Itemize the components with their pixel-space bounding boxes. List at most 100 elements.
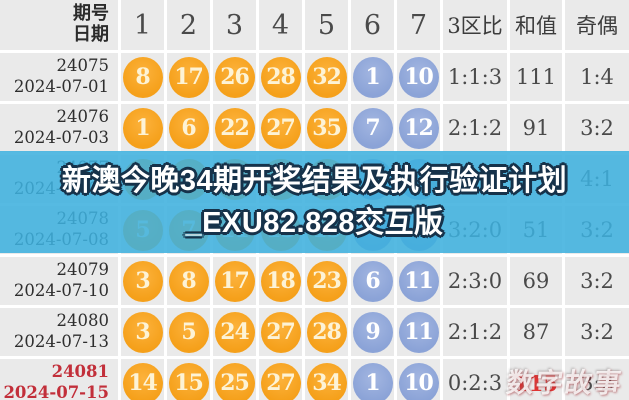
- ball-cell: 24: [213, 308, 256, 356]
- row-issue-date: 24079 2024-07-10: [0, 257, 118, 305]
- issue-number: 24079: [56, 260, 110, 280]
- header-oddeven: 奇偶: [565, 0, 629, 50]
- front-ball: 5: [168, 311, 209, 353]
- ball-cell: 27: [259, 359, 302, 400]
- zone-ratio-cell: 2:3:0: [443, 257, 507, 305]
- front-ball: 25: [214, 362, 255, 400]
- header-ball-col-5: 5: [305, 0, 348, 50]
- front-ball: 22: [214, 107, 255, 149]
- ball-cell: 1: [351, 53, 394, 101]
- oddeven-cell: 3:2: [565, 257, 629, 305]
- header-zone: 3区比: [443, 0, 507, 50]
- header-ball-col-7: 7: [397, 0, 440, 50]
- header-issue-label: 期号: [73, 3, 109, 25]
- ball-cell: 18: [259, 257, 302, 305]
- zone-ratio-cell: 0:2:3: [443, 359, 507, 400]
- front-ball: 27: [260, 311, 301, 353]
- ball-cell: 23: [305, 257, 348, 305]
- header-sum: 和值: [510, 0, 562, 50]
- ball-cell: 28: [305, 308, 348, 356]
- issue-number: 24081: [51, 362, 109, 382]
- ball-cell: 32: [305, 53, 348, 101]
- zone-ratio-cell: 1:1:3: [443, 53, 507, 101]
- front-ball: 1: [122, 107, 163, 149]
- front-ball: 28: [306, 311, 347, 353]
- front-ball: 15: [168, 362, 209, 400]
- sum-cell: 91: [510, 104, 562, 152]
- issue-number: 24076: [56, 107, 110, 127]
- back-ball: 11: [398, 260, 439, 302]
- back-ball: 9: [352, 311, 393, 353]
- ball-cell: 34: [305, 359, 348, 400]
- front-ball: 24: [214, 311, 255, 353]
- oddeven-cell: 3:2: [565, 104, 629, 152]
- oddeven-cell: 1:4: [565, 53, 629, 101]
- ball-cell: 35: [305, 104, 348, 152]
- ball-cell: 6: [167, 104, 210, 152]
- row-issue-date: 24075 2024-07-01: [0, 53, 118, 101]
- back-ball: 6: [352, 260, 393, 302]
- ball-cell: 7: [351, 104, 394, 152]
- ball-cell: 15: [167, 359, 210, 400]
- ball-cell: 3: [121, 308, 164, 356]
- front-ball: 6: [168, 107, 209, 149]
- front-ball: 14: [122, 362, 163, 400]
- front-ball: 23: [306, 260, 347, 302]
- ball-cell: 17: [213, 257, 256, 305]
- zone-ratio-cell: 2:1:2: [443, 104, 507, 152]
- header-date-label: 日期: [73, 24, 109, 45]
- banner-title-line1: 新澳今晚34期开奖结果及执行验证计划: [61, 164, 568, 197]
- header-ball-col-1: 1: [121, 0, 164, 50]
- ball-cell: 26: [213, 53, 256, 101]
- ball-cell: 10: [397, 359, 440, 400]
- row-issue-date: 24076 2024-07-03: [0, 104, 118, 152]
- back-ball: 11: [398, 311, 439, 353]
- front-ball: 27: [260, 362, 301, 400]
- header-issue-date: 期号 日期: [0, 0, 118, 50]
- promo-banner-overlay: 新澳今晚34期开奖结果及执行验证计划 _EXU82.828交互版: [0, 151, 629, 253]
- back-ball: 1: [352, 362, 393, 400]
- header-ball-col-3: 3: [213, 0, 256, 50]
- front-ball: 17: [214, 260, 255, 302]
- draw-date: 2024-07-10: [13, 281, 109, 300]
- ball-cell: 1: [121, 104, 164, 152]
- ball-cell: 22: [213, 104, 256, 152]
- back-ball: 12: [398, 107, 439, 149]
- banner-title-line2: _EXU82.828交互版: [185, 207, 444, 239]
- ball-cell: 8: [121, 53, 164, 101]
- ball-cell: 1: [351, 359, 394, 400]
- draw-date: 2024-07-03: [13, 128, 109, 147]
- front-ball: 26: [214, 56, 255, 98]
- header-ball-col-2: 2: [167, 0, 210, 50]
- front-ball: 8: [122, 56, 163, 98]
- watermark-text: 数字故事: [504, 368, 625, 398]
- back-ball: 10: [398, 362, 439, 400]
- front-ball: 8: [168, 260, 209, 302]
- draw-date: 2024-07-15: [3, 383, 109, 400]
- front-ball: 34: [306, 362, 347, 400]
- ball-cell: 11: [397, 308, 440, 356]
- front-ball: 35: [306, 107, 347, 149]
- ball-cell: 11: [397, 257, 440, 305]
- back-ball: 7: [352, 107, 393, 149]
- ball-cell: 10: [397, 53, 440, 101]
- oddeven-cell: 3:2: [565, 359, 629, 400]
- issue-number: 24075: [56, 56, 110, 76]
- draw-date: 2024-07-01: [13, 77, 109, 96]
- front-ball: 27: [260, 107, 301, 149]
- ball-cell: 5: [167, 308, 210, 356]
- oddeven-cell: 3:2: [565, 308, 629, 356]
- front-ball: 3: [122, 311, 163, 353]
- ball-cell: 28: [259, 53, 302, 101]
- front-ball: 3: [122, 260, 163, 302]
- issue-number: 24080: [56, 311, 110, 331]
- ball-cell: 25: [213, 359, 256, 400]
- ball-cell: 9: [351, 308, 394, 356]
- ball-cell: 27: [259, 104, 302, 152]
- back-ball: 1: [352, 56, 393, 98]
- back-ball: 10: [398, 56, 439, 98]
- ball-cell: 14: [121, 359, 164, 400]
- header-ball-col-6: 6: [351, 0, 394, 50]
- row-issue-date: 24080 2024-07-13: [0, 308, 118, 356]
